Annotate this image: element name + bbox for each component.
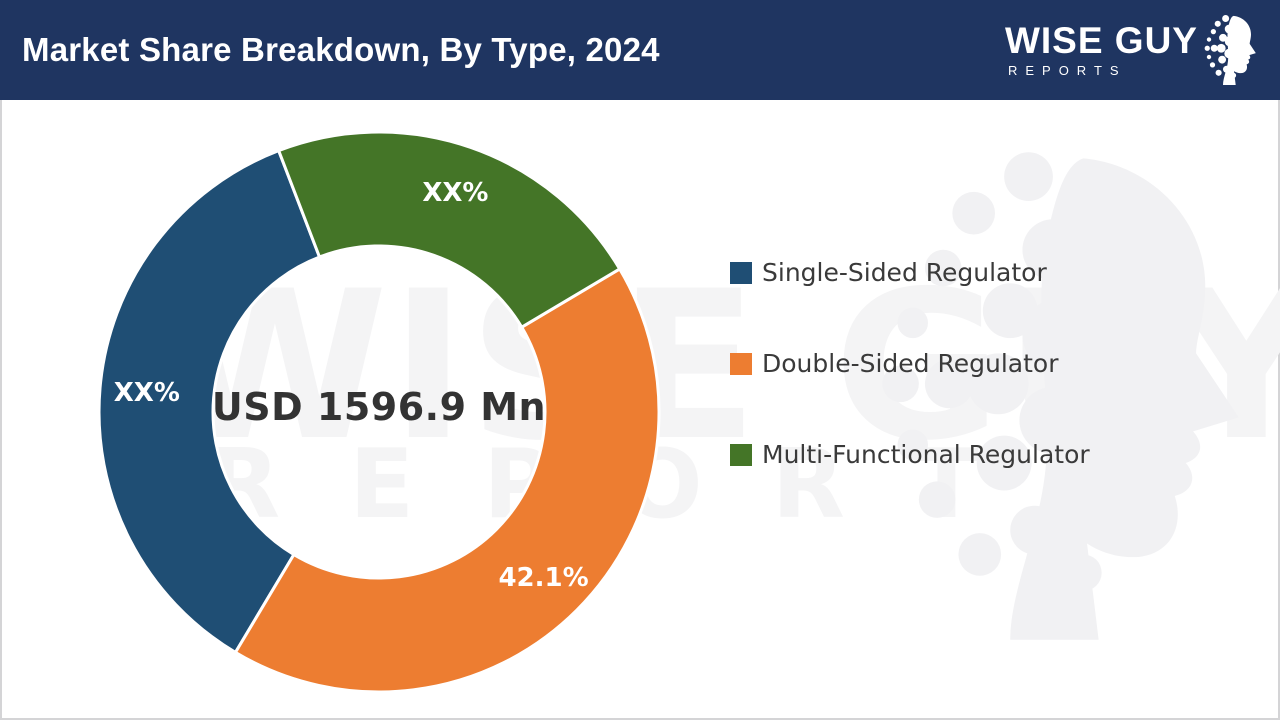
donut-chart: XX% 42.1% XX% <box>97 130 661 694</box>
legend-item-single-sided-regulator: Single-Sided Regulator <box>730 258 1090 288</box>
slice-label: XX% <box>422 178 488 208</box>
legend-label: Double-Sided Regulator <box>762 349 1059 378</box>
pie-slice-single-sided-regulator <box>97 149 322 654</box>
logo-subtitle: REPORTS <box>1007 63 1127 78</box>
chart-center-value: USD 1596.9 Mn <box>211 385 547 429</box>
brand-logo: WISE GUY REPORTS <box>1005 13 1258 87</box>
chart-canvas: WISE GUY R E P O R T S XX% 42.1% XX% USD 1… <box>0 100 1280 720</box>
slice-label: 42.1% <box>498 563 588 593</box>
legend-swatch-multi-functional <box>730 444 752 466</box>
legend-item-double-sided-regulator: Double-Sided Regulator <box>730 349 1090 379</box>
pie-slice-double-sided-regulator <box>233 267 661 694</box>
legend-item-multi-functional-regulator: Multi-Functional Regulator <box>730 440 1090 470</box>
logo-wordmark: WISE GUY <box>1004 20 1198 61</box>
slice-label: XX% <box>114 378 180 408</box>
legend-swatch-double-sided <box>730 353 752 375</box>
logo-face-icon <box>1204 15 1256 85</box>
legend-swatch-single-sided <box>730 262 752 284</box>
legend-label: Multi-Functional Regulator <box>762 440 1090 469</box>
watermark-subtitle: R E P O R T S <box>207 430 1135 540</box>
pie-slice-multi-functional-regulator <box>277 130 622 329</box>
legend-label: Single-Sided Regulator <box>762 258 1047 287</box>
page-title: Market Share Breakdown, By Type, 2024 <box>22 31 660 68</box>
chart-legend: Single-Sided Regulator Double-Sided Regu… <box>730 258 1090 470</box>
header-bar: Market Share Breakdown, By Type, 2024 WI… <box>0 0 1280 100</box>
